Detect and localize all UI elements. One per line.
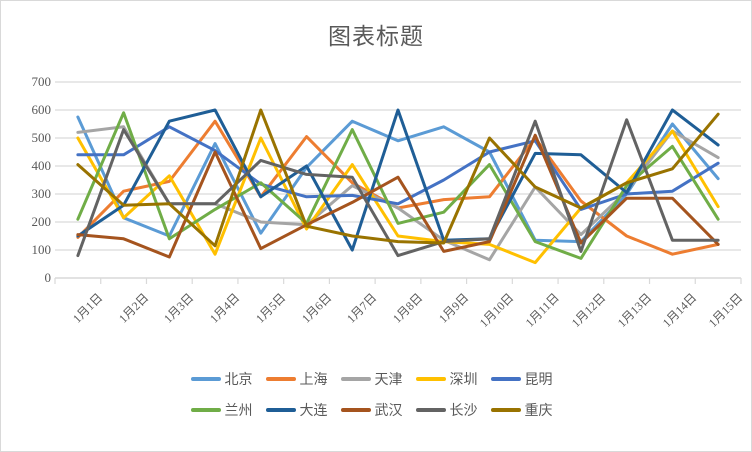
x-tick-label: 1月9日 [435,290,472,326]
legend-swatch-icon [190,377,221,381]
x-tick-label: 1月10日 [477,290,517,331]
x-tick-label: 1月7日 [344,290,380,326]
legend-label: 昆明 [524,373,553,388]
legend-label: 深圳 [449,373,478,388]
legend-swatch-icon [265,408,296,412]
y-tick-label: 200 [31,214,52,229]
x-tick-label: 1月11日 [522,290,563,330]
legend-row-1: 北京 上海 天津 深圳 昆明 [189,369,564,389]
legend-label: 重庆 [524,404,553,419]
legend-item-大连[interactable]: 大连 [265,400,337,420]
series-line-武汉[interactable] [76,133,720,259]
x-axis: 1月1日 1月2日 1月3日 1月4日 1月5日 1月6日 1月7日 1月8日 1月9日 1月10… [1,285,752,365]
x-tick-label: 1月5日 [252,290,289,326]
legend-swatch-icon [490,408,521,412]
x-tick-label: 1月8日 [389,290,426,326]
legend-swatch-icon [415,408,446,412]
legend-label: 上海 [299,373,328,388]
legend-row-2: 兰州 大连 武汉 长沙 重庆 [189,400,564,420]
legend-label: 天津 [374,373,403,388]
x-tick-label: 1月2日 [115,290,151,326]
chart-legend: 北京 上海 天津 深圳 昆明兰州 大连 武汉 长沙 重庆 [1,369,751,420]
legend-swatch-icon [265,377,296,381]
legend-label: 长沙 [449,404,478,419]
legend-swatch-icon [415,377,446,381]
legend-label: 兰州 [224,404,253,419]
legend-item-北京[interactable]: 北京 [190,369,262,389]
line-chart-svg [54,81,742,284]
legend-swatch-icon [190,408,221,412]
x-tick-label: 1月14日 [660,290,700,331]
x-tick-label: 1月13日 [614,290,654,331]
x-tick-label: 1月15日 [705,290,746,331]
legend-label: 武汉 [374,404,403,419]
legend-swatch-icon [490,377,521,381]
series-line-重庆[interactable] [76,108,720,248]
y-axis: 700 600 500 400 300 200 100 0 [3,63,52,285]
y-tick-label: 600 [31,102,52,117]
legend-item-天津[interactable]: 天津 [340,369,412,389]
x-tick-label: 1月4日 [207,290,243,326]
y-tick-label: 400 [31,158,52,173]
legend-item-武汉[interactable]: 武汉 [340,400,412,420]
series-line-大连[interactable] [76,108,720,252]
series-line-昆明[interactable] [76,125,720,211]
y-tick-label: 500 [31,130,52,145]
legend-item-深圳[interactable]: 深圳 [415,369,487,389]
plot-area [1,63,752,285]
x-tick-label: 1月3日 [161,290,197,326]
legend-item-昆明[interactable]: 昆明 [490,369,562,389]
legend-label: 北京 [224,373,253,388]
page-title: 图表标题 [328,24,424,49]
series-line-兰州[interactable] [76,111,720,260]
x-tick-label: 1月1日 [69,290,106,326]
y-tick-label: 0 [44,270,52,285]
legend-item-长沙[interactable]: 长沙 [415,400,487,420]
legend-swatch-icon [340,377,371,381]
x-tick-label: 1月6日 [298,290,334,326]
y-tick-label: 300 [31,186,52,201]
legend-item-重庆[interactable]: 重庆 [490,400,562,420]
y-tick-label: 700 [31,74,52,89]
y-tick-label: 100 [31,242,52,257]
x-tick-label: 1月12日 [568,290,609,331]
legend-item-兰州[interactable]: 兰州 [190,400,262,420]
legend-swatch-icon [340,408,371,412]
legend-item-上海[interactable]: 上海 [265,369,337,389]
legend-label: 大连 [299,404,328,419]
series-line-长沙[interactable] [76,118,720,258]
